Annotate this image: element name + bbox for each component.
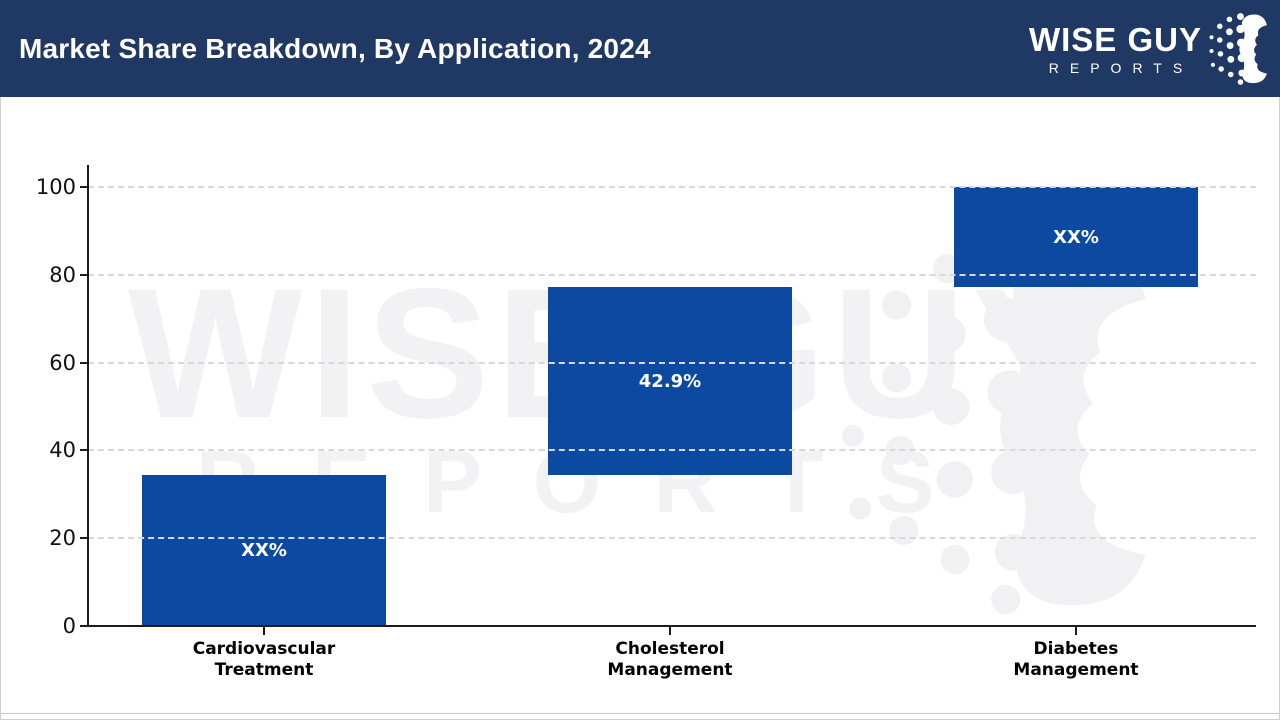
bottom-divider [0,713,1280,714]
y-axis-line [87,165,89,627]
bar-cardiovascular-treatment: XX% [142,475,386,626]
y-axis-tick-label: 40 [49,438,76,463]
bar-value-label: 42.9% [638,370,702,392]
y-tick-mark [80,625,87,627]
bar-cholesterol-management: 42.9% [548,287,792,476]
x-tick-mark [669,627,671,635]
header-bar: Market Share Breakdown, By Application, … [0,0,1280,97]
y-axis-tick-label: 20 [49,526,76,551]
y-axis-tick-label: 80 [49,262,76,287]
dotted-face-icon [1209,13,1268,85]
wise-guy-reports-logo: WISE GUY REPORTS [1029,6,1268,92]
y-axis-tick-label: 100 [35,175,76,199]
gridline [88,361,1256,364]
y-tick-mark [80,537,87,540]
bar-diabetes-management: XX% [954,187,1198,288]
bar-value-label: XX% [241,540,287,562]
x-axis-category-label: Cholesterol Management [607,639,733,680]
gridline [88,449,1256,452]
bar-value-label: XX% [1053,226,1099,248]
gridline [88,186,1256,188]
page-title: Market Share Breakdown, By Application, … [19,33,651,64]
gridline [88,273,1256,276]
logo-subtitle: REPORTS [1048,59,1194,76]
x-tick-mark [263,627,265,635]
x-tick-mark [1075,627,1077,635]
logo-wordmark: WISE GUY [1028,20,1202,58]
y-axis-tick-label: 0 [62,614,76,638]
x-axis-category-label: Diabetes Management [1013,639,1139,680]
gridline [88,537,1256,540]
x-axis-category-label: Cardiovascular Treatment [192,639,336,680]
y-tick-mark [80,186,87,188]
logo-text: WISE GUY REPORTS [1028,20,1202,76]
x-axis-line [87,625,1256,627]
y-tick-mark [80,273,87,276]
y-tick-mark [80,449,87,452]
y-axis-tick-label: 60 [49,350,76,375]
y-tick-mark [80,361,87,364]
